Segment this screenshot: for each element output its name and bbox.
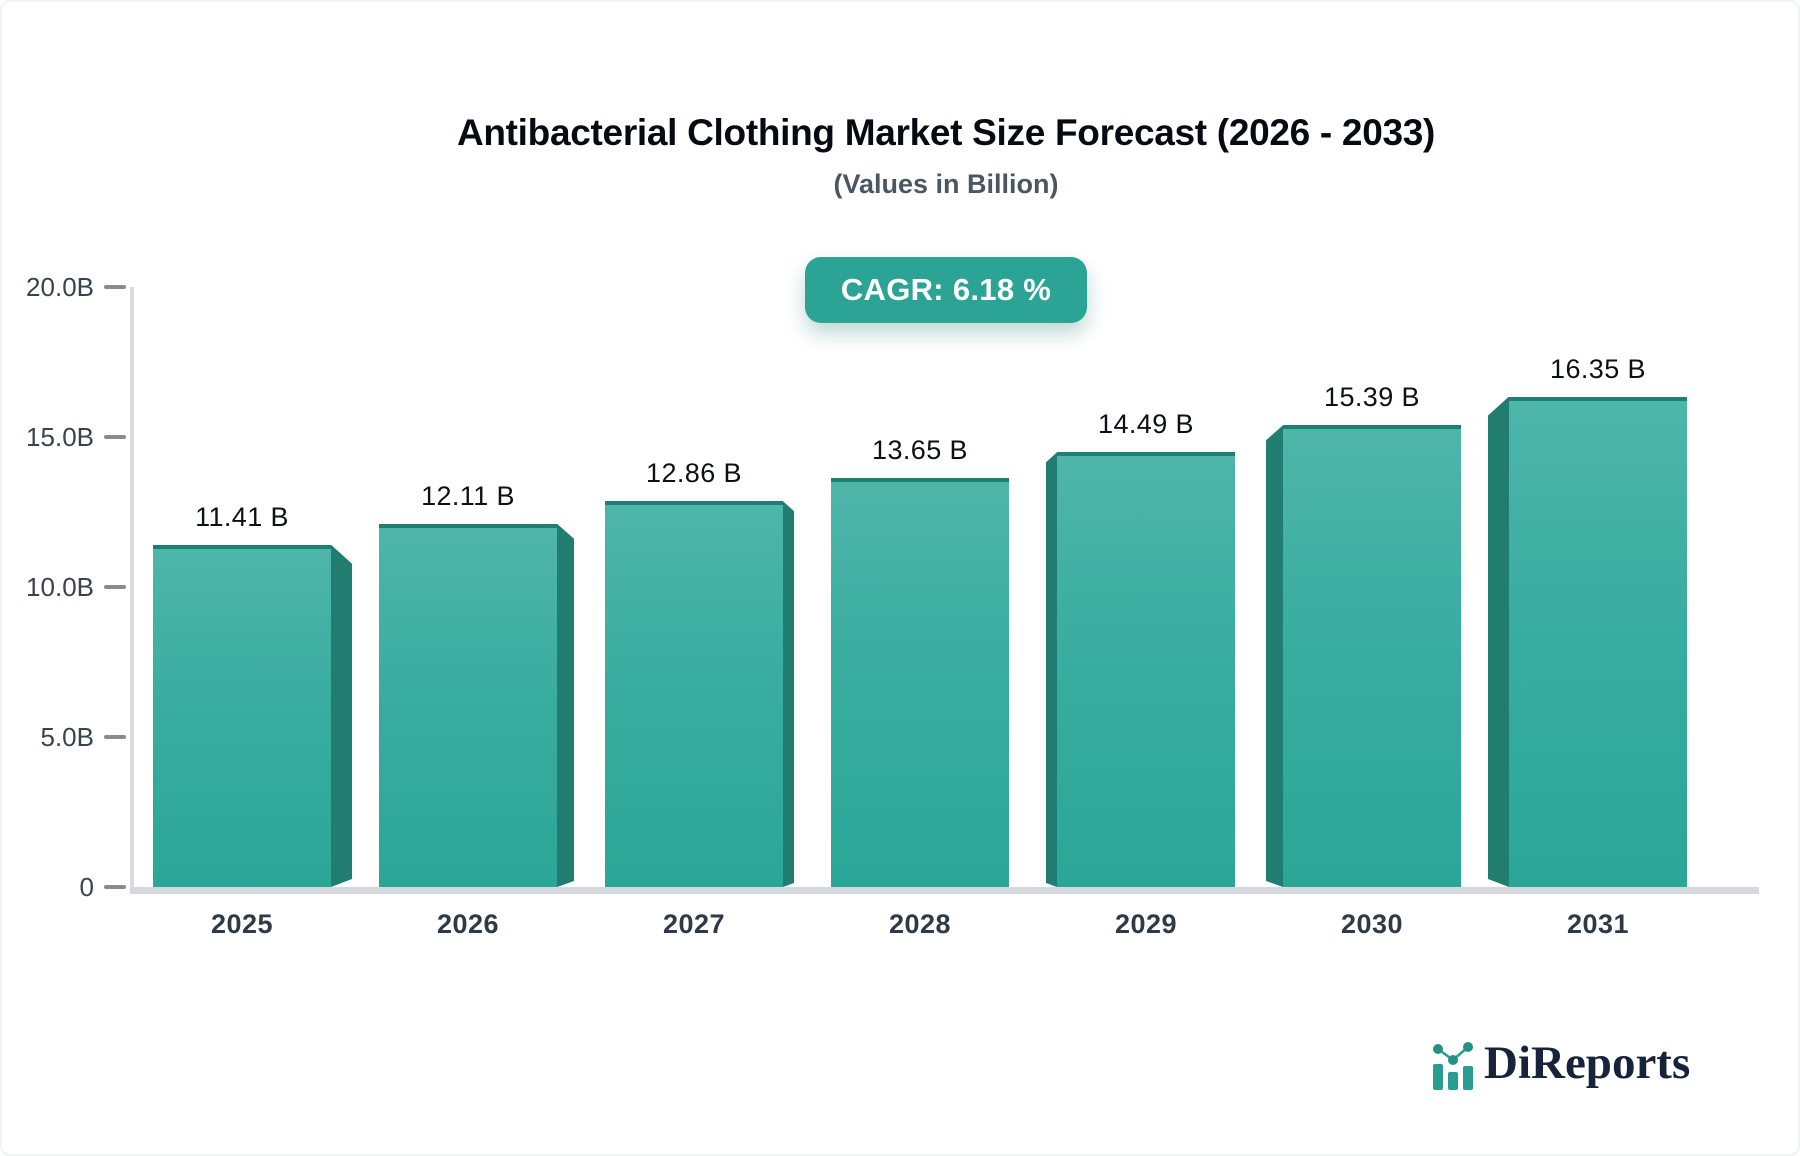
bar-value-label: 14.49 B xyxy=(1098,409,1194,440)
bar-side-face xyxy=(783,501,794,887)
y-axis-tick-label: 5.0B xyxy=(40,722,95,752)
bar-face-2026 xyxy=(379,523,557,887)
bar-value-label: 12.86 B xyxy=(646,458,742,489)
bar-face-2027 xyxy=(605,501,783,887)
bar-face-2028 xyxy=(831,477,1009,887)
bar-side-face xyxy=(1266,425,1283,887)
bar-side-face xyxy=(1488,397,1509,888)
bar-value-label: 12.11 B xyxy=(421,480,515,511)
bar-value-label: 11.41 B xyxy=(195,501,289,532)
brand-logo-text: DiReports xyxy=(1484,1037,1691,1089)
x-axis-label: 2026 xyxy=(436,909,500,939)
bar-face-2025 xyxy=(153,544,331,887)
cagr-badge: CAGR: 6.18 % xyxy=(804,257,1088,323)
bar-value-label: 13.65 B xyxy=(872,434,968,465)
y-axis-line xyxy=(130,287,134,894)
y-axis-tick-dash xyxy=(104,735,126,739)
y-axis-tick-dash xyxy=(104,885,126,889)
x-axis-label: 2028 xyxy=(888,909,952,939)
bar-value-label: 16.35 B xyxy=(1550,353,1646,384)
cagr-badge-row: CAGR: 6.18 % xyxy=(133,257,1759,323)
y-axis-tick-dash xyxy=(104,435,126,439)
title-block: Antibacterial Clothing Market Size Forec… xyxy=(133,110,1759,200)
bar-value-label: 15.39 B xyxy=(1324,382,1420,413)
bar-face-2029 xyxy=(1057,452,1235,887)
x-axis-label: 2029 xyxy=(1114,909,1178,939)
x-axis-label: 2025 xyxy=(210,909,274,939)
y-axis-tick-label: 10.0B xyxy=(26,572,94,602)
x-axis-label: 2031 xyxy=(1566,909,1630,939)
chart-title: Antibacterial Clothing Market Size Forec… xyxy=(456,112,1436,153)
bar-face-2030 xyxy=(1283,425,1461,887)
y-axis-tick-dash xyxy=(104,585,126,589)
x-axis-label: 2027 xyxy=(662,909,726,939)
y-axis-tick-dash xyxy=(104,285,126,289)
bar-side-face xyxy=(557,524,574,887)
x-axis-label: 2030 xyxy=(1340,909,1404,939)
x-axis-line xyxy=(130,887,1759,894)
bar-face-2031 xyxy=(1509,396,1687,887)
y-axis-tick-label: 15.0B xyxy=(26,422,94,452)
y-axis-tick-label: 20.0B xyxy=(26,272,94,302)
bar-side-face xyxy=(331,545,352,887)
mini-bar-line-chart-icon xyxy=(1433,1042,1473,1090)
brand-logo: DiReports xyxy=(1432,1038,1690,1090)
chart-subtitle: (Values in Billion) xyxy=(833,169,1059,199)
bar-side-face xyxy=(1046,452,1057,887)
y-axis-tick-label: 0 xyxy=(79,872,94,902)
